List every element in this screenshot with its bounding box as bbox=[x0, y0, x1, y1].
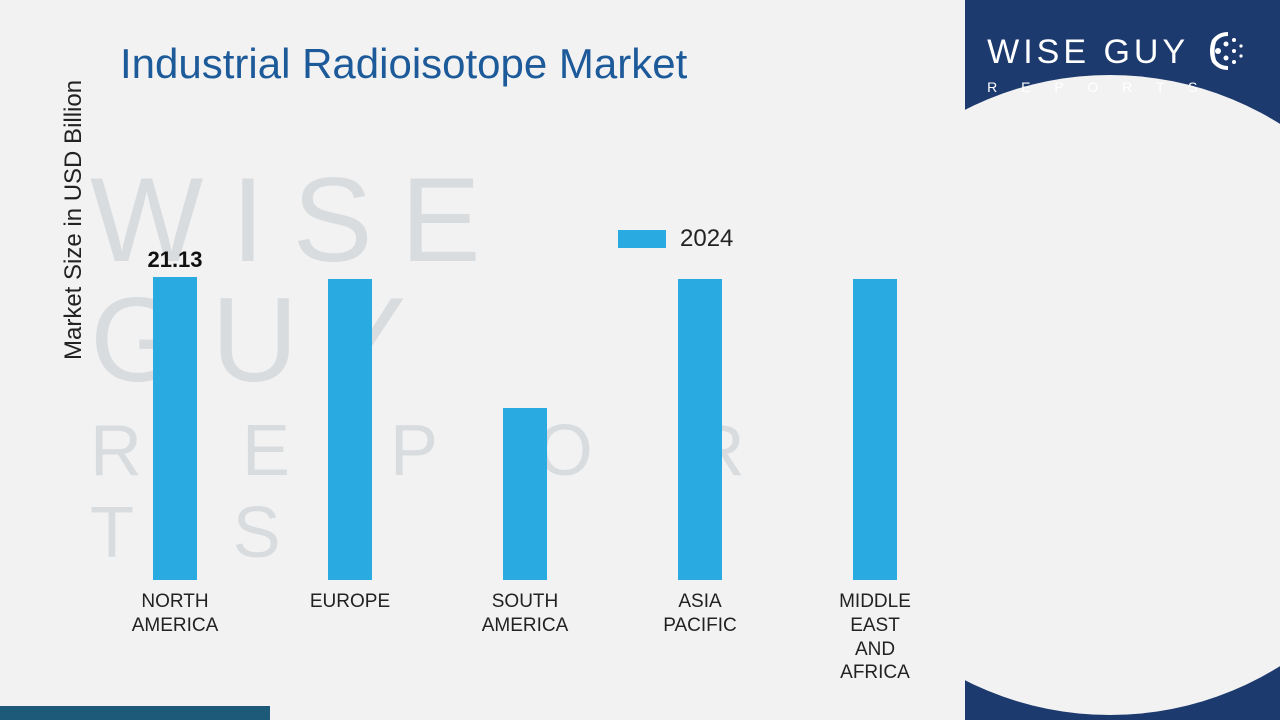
bar-asia-pacific bbox=[678, 279, 722, 580]
bar-europe bbox=[328, 279, 372, 580]
chart-card: WISE GUY R E P O R T S WISE GUY R E P O … bbox=[0, 0, 1280, 720]
x-label: MIDDLEEASTANDAFRICA bbox=[800, 590, 950, 685]
x-label: NORTHAMERICA bbox=[100, 590, 250, 638]
footer-accent bbox=[0, 706, 270, 720]
x-label: ASIAPACIFIC bbox=[625, 590, 775, 638]
bar-south-america bbox=[503, 408, 547, 580]
logo-line1: WISE GUY bbox=[987, 33, 1188, 71]
x-label: EUROPE bbox=[275, 590, 425, 614]
logo-line2: R E P O R T S bbox=[987, 80, 1250, 94]
wiseguy-logo: WISE GUY R E P O R T S bbox=[987, 30, 1250, 94]
plot-area bbox=[110, 150, 940, 580]
y-axis-label: Market Size in USD Billion bbox=[60, 80, 88, 360]
bar-north-america bbox=[153, 277, 197, 580]
chart-title: Industrial Radioisotope Market bbox=[120, 40, 687, 88]
logo-head-icon bbox=[1208, 30, 1250, 78]
value-label: 21.13 bbox=[125, 247, 225, 273]
bar-middle-east-and-africa bbox=[853, 279, 897, 580]
x-label: SOUTHAMERICA bbox=[450, 590, 600, 638]
